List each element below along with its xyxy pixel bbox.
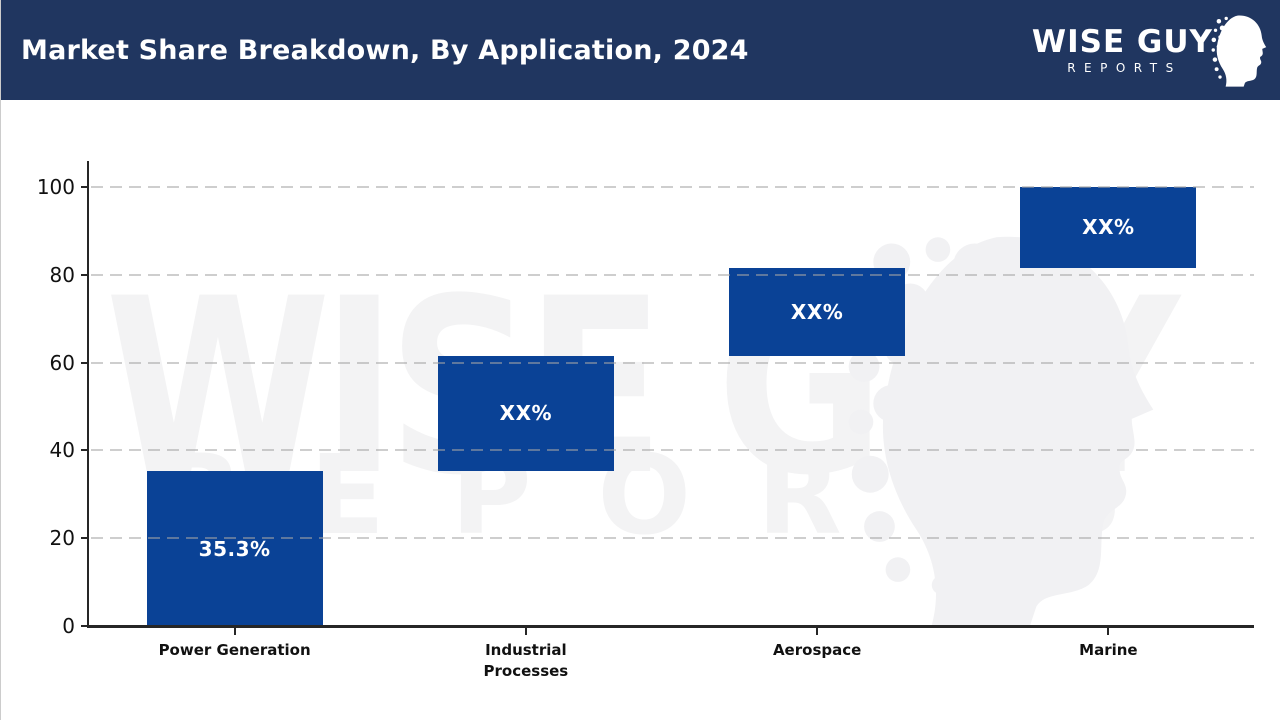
header: Market Share Breakdown, By Application, …	[1, 0, 1280, 100]
x-tick-industrial-processes	[524, 628, 527, 635]
y-tick-80	[81, 273, 89, 276]
x-tick-power-generation	[233, 628, 236, 635]
y-tick-label-20: 20	[49, 526, 75, 551]
bar-value-label-industrial-processes: XX%	[499, 401, 553, 426]
y-tick-label-100: 100	[36, 175, 75, 199]
y-tick-100	[81, 186, 89, 188]
bar-aerospace: XX%	[729, 267, 906, 356]
x-tick-marine	[1107, 628, 1110, 635]
wiseguy-face-icon	[1211, 15, 1267, 87]
gridline-20	[91, 537, 1254, 540]
bar-industrial-processes: XX%	[437, 355, 614, 472]
wiseguy-logo: WISE GUY REPORTS	[1032, 0, 1273, 100]
y-tick-label-40: 40	[49, 438, 75, 463]
bar-power-generation: 35.3%	[146, 471, 323, 626]
y-tick-0	[81, 625, 89, 627]
gridline-100	[91, 186, 1254, 188]
bar-value-label-power-generation: 35.3%	[198, 536, 271, 561]
gridline-80	[91, 273, 1254, 276]
y-axis-line	[87, 161, 89, 628]
y-tick-60	[81, 361, 89, 364]
plot: 0 20 40 60 80 100 35.3% XX% XX% XX% Power Generati…	[1, 100, 1280, 720]
bar-value-label-aerospace: XX%	[790, 299, 844, 324]
y-tick-label-0: 0	[62, 614, 75, 638]
page-title: Market Share Breakdown, By Application, …	[21, 34, 749, 66]
x-tick-aerospace	[816, 628, 819, 635]
y-tick-40	[81, 449, 89, 452]
bar-marine: XX%	[1020, 187, 1197, 268]
wiseguy-logo-text: WISE GUY REPORTS	[1031, 23, 1213, 75]
x-tick-label-power-generation: Power Generation	[158, 641, 311, 659]
x-axis-line	[87, 625, 1254, 628]
gridline-40	[91, 449, 1254, 452]
x-tick-label-aerospace: Aerospace	[772, 641, 862, 659]
y-tick-20	[81, 537, 89, 540]
x-tick-label-industrial-processes: Industrial Processes	[483, 641, 569, 680]
logo-wordmark: WISE GUY	[1031, 23, 1213, 60]
bar-value-label-marine: XX%	[1082, 215, 1135, 240]
chart-area: WISE GUY REPORTS 0 20 40 60 80 100 35.3% XX% XX%…	[1, 100, 1280, 720]
y-tick-label-80: 80	[49, 262, 75, 287]
gridline-60	[91, 361, 1254, 364]
y-tick-label-60: 60	[49, 350, 75, 375]
x-tick-label-marine: Marine	[1079, 641, 1138, 659]
logo-subtitle: REPORTS	[1067, 60, 1182, 75]
